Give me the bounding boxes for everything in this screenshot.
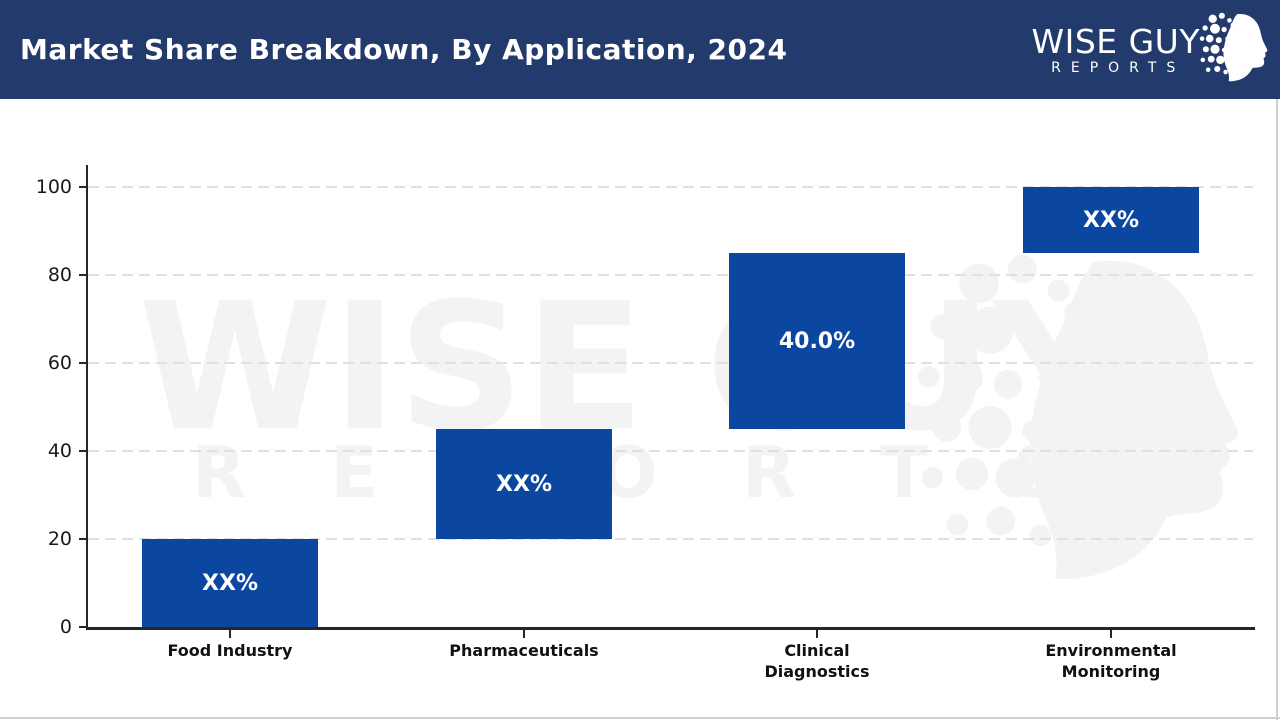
x-category-label-environmental-monitoring: Environmental Monitoring <box>1045 641 1177 681</box>
x-tick-clinical-diagnostics <box>816 630 818 638</box>
y-tick-label-60: 60 <box>47 352 72 374</box>
x-tick-pharmaceuticals <box>523 630 525 638</box>
bar-environmental-monitoring: XX% <box>1023 187 1199 253</box>
bar-value-label-pharmaceuticals: XX% <box>496 471 552 497</box>
x-category-label-food-industry: Food Industry <box>167 641 293 660</box>
y-tick-label-40: 40 <box>47 440 72 462</box>
window-right-border <box>1276 99 1278 720</box>
gridline-40 <box>88 450 1253 452</box>
bar-pharmaceuticals: XX% <box>436 429 612 539</box>
window-bottom-border <box>0 717 1280 719</box>
y-tick-40 <box>79 450 88 452</box>
bar-value-label-clinical-diagnostics: 40.0% <box>778 328 856 354</box>
y-axis-line <box>86 165 88 630</box>
x-category-label-pharmaceuticals: Pharmaceuticals <box>449 641 599 660</box>
x-tick-food-industry <box>229 630 231 638</box>
watermark-tagline: R E P O R T S <box>192 432 1093 514</box>
watermark-head-icon <box>918 254 1238 580</box>
y-tick-60 <box>79 362 88 364</box>
x-tick-environmental-monitoring <box>1110 630 1112 638</box>
gridline-80 <box>88 274 1253 276</box>
logo-tagline: REPORTS <box>1051 60 1186 76</box>
gridline-20 <box>88 538 1253 540</box>
y-tick-label-0: 0 <box>59 616 72 638</box>
y-tick-80 <box>79 274 88 276</box>
header-bar: Market Share Breakdown, By Application, … <box>0 0 1280 99</box>
logo-name: WISE GUY <box>1031 22 1200 61</box>
bar-clinical-diagnostics: 40.0% <box>729 253 905 429</box>
bar-food-industry: XX% <box>142 539 318 627</box>
y-tick-0 <box>79 626 88 628</box>
x-category-label-clinical-diagnostics: Clinical Diagnostics <box>764 641 870 681</box>
y-tick-label-80: 80 <box>47 264 72 286</box>
gridline-100 <box>88 186 1253 188</box>
gridline-60 <box>88 362 1253 364</box>
wise-guy-logo: WISE GUY REPORTS <box>1031 8 1272 92</box>
wise-guy-head-icon <box>1199 12 1268 82</box>
bar-value-label-food-industry: XX% <box>202 570 258 596</box>
x-axis-line <box>86 627 1255 630</box>
y-tick-20 <box>79 538 88 540</box>
y-tick-100 <box>79 186 88 188</box>
bar-value-label-environmental-monitoring: XX% <box>1083 207 1139 233</box>
y-tick-label-100: 100 <box>35 176 72 198</box>
page-title: Market Share Breakdown, By Application, … <box>20 33 788 66</box>
y-tick-label-20: 20 <box>47 528 72 550</box>
